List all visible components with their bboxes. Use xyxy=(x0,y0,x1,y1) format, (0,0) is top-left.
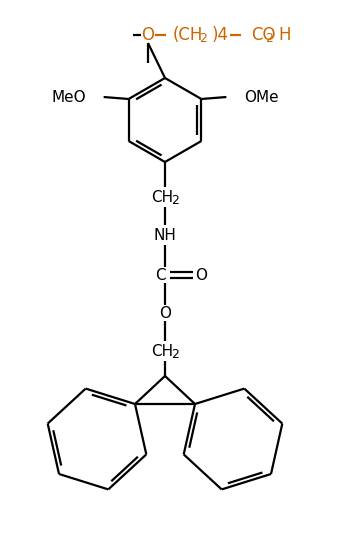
Text: OMe: OMe xyxy=(244,90,279,104)
Text: NH: NH xyxy=(154,228,176,243)
Text: O: O xyxy=(159,305,171,320)
Text: 2: 2 xyxy=(171,195,179,207)
Text: CH: CH xyxy=(151,190,173,205)
Text: 2: 2 xyxy=(265,33,273,45)
Text: H: H xyxy=(278,26,290,44)
Text: 2: 2 xyxy=(199,33,207,45)
Text: O: O xyxy=(195,268,207,282)
Text: 2: 2 xyxy=(171,349,179,361)
Text: O: O xyxy=(142,26,154,44)
Text: C: C xyxy=(155,268,165,282)
Text: CH: CH xyxy=(151,343,173,359)
Text: MeO: MeO xyxy=(51,90,86,104)
Text: )4: )4 xyxy=(212,26,229,44)
Text: (CH: (CH xyxy=(173,26,203,44)
Text: CO: CO xyxy=(251,26,276,44)
